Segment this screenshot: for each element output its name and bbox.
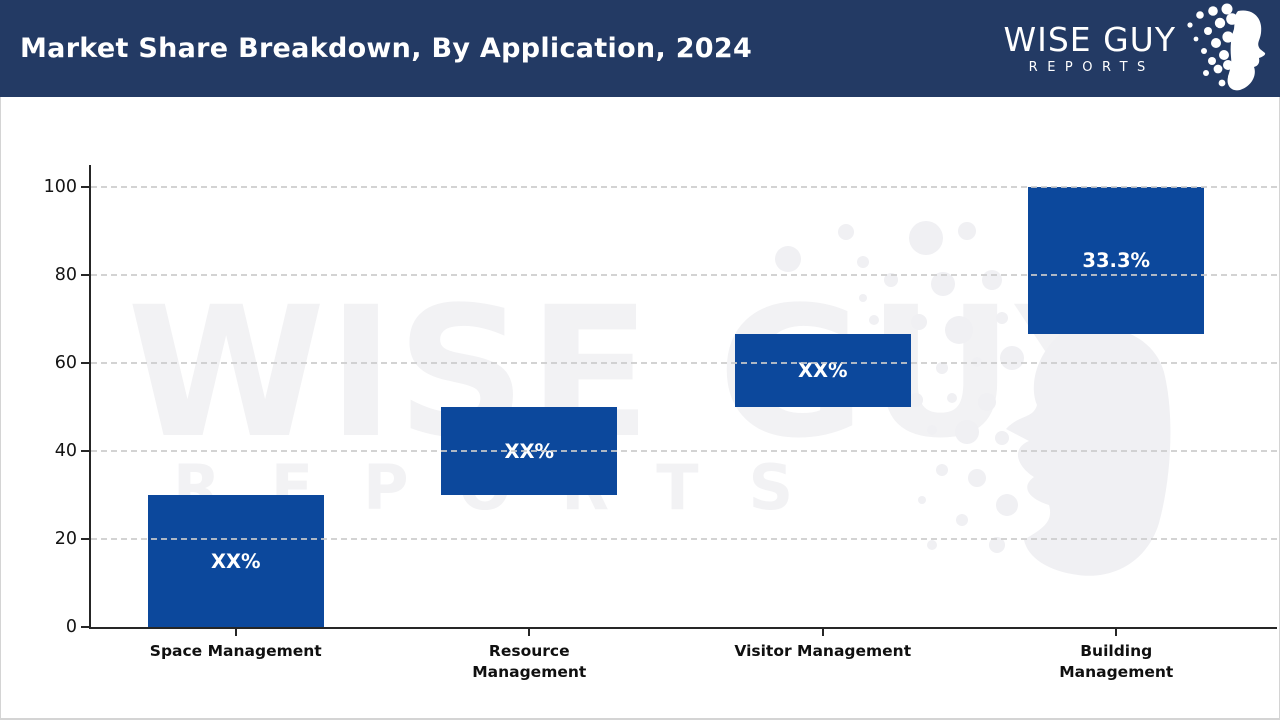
bar-3: XX%	[734, 333, 911, 407]
gridline	[91, 186, 1277, 188]
bar-1: XX%	[147, 495, 324, 627]
y-tick-mark	[81, 362, 89, 364]
brand-name: WISE GUY	[1003, 20, 1176, 59]
y-tick-mark	[81, 450, 89, 452]
y-tick-mark	[81, 626, 89, 628]
gridline	[91, 450, 1277, 452]
brand-head-icon	[1187, 3, 1266, 90]
y-tick-label: 0	[65, 617, 77, 637]
y-tick-label: 80	[54, 265, 77, 285]
brand-subtitle: REPORTS	[1028, 60, 1155, 75]
bar-value-label: XX%	[797, 358, 848, 382]
x-category-label: Visitor Management	[734, 642, 912, 660]
y-tick-mark	[81, 186, 89, 188]
gridline	[91, 274, 1277, 276]
x-category-label: Resource Management	[472, 642, 587, 681]
y-tick-mark	[81, 274, 89, 276]
bar-value-label: 33.3%	[1082, 248, 1151, 272]
x-tick-mark	[528, 629, 531, 636]
header: Market Share Breakdown, By Application, …	[0, 0, 1280, 97]
x-tick-mark	[234, 629, 237, 636]
gridline	[91, 538, 1277, 540]
watermark-text-1: WISE GUY	[127, 269, 1149, 478]
y-tick-label: 100	[43, 177, 77, 197]
brand-logo: WISE GUY REPORTS	[1003, 3, 1266, 95]
y-tick-label: 20	[54, 529, 77, 549]
bar-4: 33.3%	[1028, 187, 1205, 334]
x-tick-mark	[821, 629, 824, 636]
y-tick-mark	[81, 538, 89, 540]
x-tick-mark	[1115, 629, 1118, 636]
gridline	[91, 362, 1277, 364]
y-tick-label: 60	[54, 353, 77, 373]
bar-value-label: XX%	[210, 549, 261, 573]
x-category-label: Space Management	[149, 642, 322, 660]
y-tick-label: 40	[54, 441, 77, 461]
page-title: Market Share Breakdown, By Application, …	[20, 33, 753, 64]
x-category-label: Building Management	[1059, 642, 1174, 681]
x-axis-line	[89, 627, 1277, 629]
y-axis-line	[89, 165, 91, 629]
